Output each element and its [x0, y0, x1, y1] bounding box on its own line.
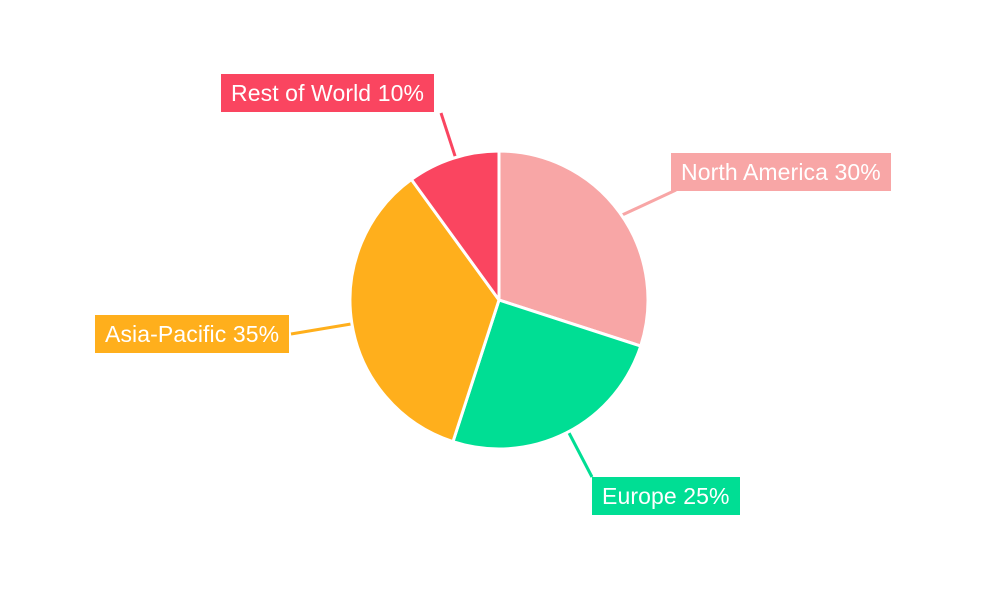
- pie-slice-rest-of-world[interactable]: [409, 149, 501, 302]
- callout-label-rest-of-world[interactable]: Rest of World 10%: [221, 74, 435, 112]
- callout-label-north-america[interactable]: North America 30%: [671, 153, 891, 191]
- callout-label-europe[interactable]: Europe 25%: [592, 477, 740, 515]
- pie-slice-asia-pacific[interactable]: [348, 177, 501, 444]
- leader-line-asia-pacific: [290, 321, 358, 336]
- callout-text-asia-pacific: Asia-Pacific 35%: [105, 321, 280, 347]
- pie-slice-europe[interactable]: [451, 298, 643, 451]
- callout-text-europe: Europe 25%: [602, 483, 730, 509]
- pie-slice-north-america[interactable]: [497, 149, 650, 348]
- callout-text-rest-of-world: Rest of World 10%: [231, 80, 425, 106]
- callout-label-asia-pacific[interactable]: Asia-Pacific 35%: [95, 315, 290, 353]
- leader-line-europe: [566, 430, 594, 478]
- leader-line-north-america: [619, 188, 677, 218]
- leader-line-rest-of-world: [439, 112, 458, 160]
- callout-text-north-america: North America 30%: [681, 159, 881, 185]
